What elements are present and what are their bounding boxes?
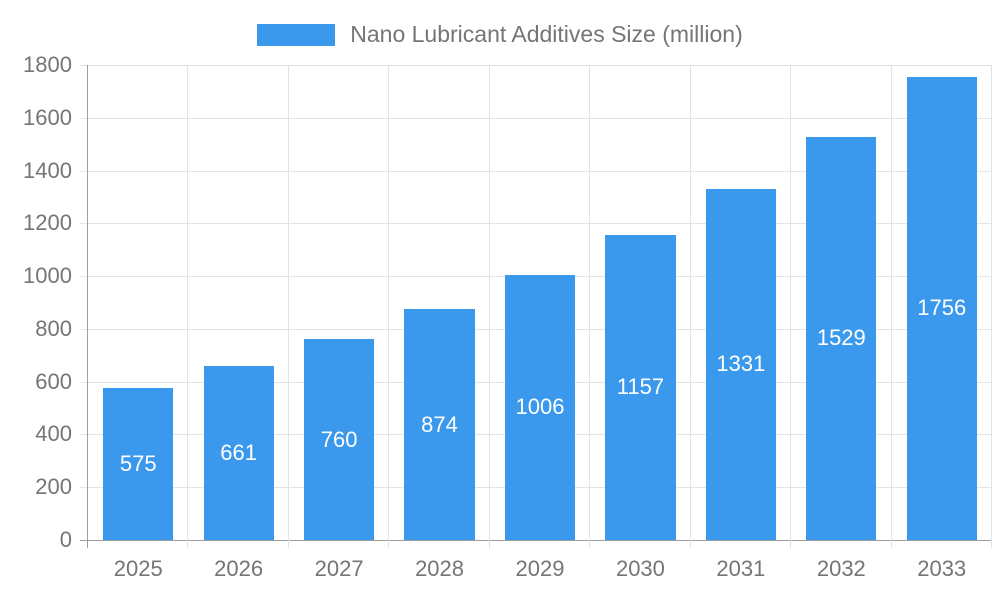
x-axis-tick-label: 2032 <box>816 556 866 581</box>
y-axis-tick-label: 200 <box>35 474 72 500</box>
y-axis-tick-label: 600 <box>35 368 72 394</box>
x-axis-tick-label: 2027 <box>314 556 364 581</box>
bar-2030[interactable]: 1157 <box>605 234 676 540</box>
x-axis-labels: 2025 2026 2027 2028 2029 2030 2031 2032 2033 <box>88 556 992 586</box>
bar-2031[interactable]: 1331 <box>705 188 777 540</box>
bar-2025[interactable]: 575 <box>103 388 174 540</box>
h-gridline <box>80 223 992 225</box>
y-axis-tick-label: 0 <box>59 527 72 552</box>
v-gridline <box>790 65 792 548</box>
y-axis-tick-label: 400 <box>35 421 72 447</box>
y-axis-tick-label: 1600 <box>23 104 72 130</box>
h-gridline <box>80 170 992 172</box>
bar-value-label: 1331 <box>716 351 766 377</box>
y-axis-tick-label: 1400 <box>23 157 72 183</box>
y-axis-tick-label: 1800 <box>23 52 72 77</box>
plot-area: 575 661 760 874 1006 1157 1331 1529 1756 <box>80 65 992 548</box>
v-gridline <box>488 65 490 548</box>
bar-2026[interactable]: 661 <box>203 365 274 540</box>
legend-label: Nano Lubricant Additives Size (million) <box>350 21 743 47</box>
x-axis-tick-label: 2025 <box>113 556 163 581</box>
y-axis-line <box>87 65 88 548</box>
bar-value-label: 874 <box>421 411 458 437</box>
y-axis-tick-label: 1000 <box>23 263 72 289</box>
x-axis-tick-label: 2028 <box>415 556 465 581</box>
x-axis-tick-label: 2029 <box>515 556 565 581</box>
bar-value-label: 1006 <box>515 394 565 420</box>
y-axis-tick-label: 800 <box>35 315 72 341</box>
v-gridline <box>187 65 189 548</box>
bar-value-label: 1529 <box>816 325 866 351</box>
bar-2033[interactable]: 1756 <box>906 76 977 540</box>
bar-value-label: 575 <box>119 451 157 477</box>
bar-2027[interactable]: 760 <box>303 339 375 540</box>
x-axis-tick-label: 2026 <box>214 556 264 581</box>
v-gridline <box>589 65 591 548</box>
v-gridline <box>287 65 289 548</box>
v-gridline <box>991 65 992 548</box>
h-gridline <box>80 117 992 119</box>
x-axis-tick-label: 2033 <box>917 556 967 581</box>
v-gridline <box>890 65 892 548</box>
bar-2029[interactable]: 1006 <box>504 274 576 540</box>
y-axis-tick-label: 1200 <box>23 210 72 236</box>
bar-value-label: 661 <box>220 439 257 465</box>
x-axis-tick-label: 2030 <box>615 556 665 581</box>
bar-value-label: 760 <box>320 426 358 452</box>
bar-value-label: 1157 <box>616 374 665 400</box>
bar-2032[interactable]: 1529 <box>806 136 877 540</box>
chart-legend-item[interactable]: Nano Lubricant Additives Size (million) <box>0 21 1000 48</box>
bar-2028[interactable]: 874 <box>404 309 475 540</box>
v-gridline <box>689 65 691 548</box>
x-axis-line <box>80 540 992 541</box>
h-gridline <box>80 65 992 66</box>
x-axis-tick-label: 2031 <box>716 556 766 581</box>
y-axis-labels: 0 200 400 600 800 1000 1200 1400 1600 1800 <box>0 52 80 552</box>
bar-value-label: 1756 <box>917 295 967 321</box>
v-gridline <box>388 65 390 548</box>
legend-swatch-icon <box>257 23 336 46</box>
